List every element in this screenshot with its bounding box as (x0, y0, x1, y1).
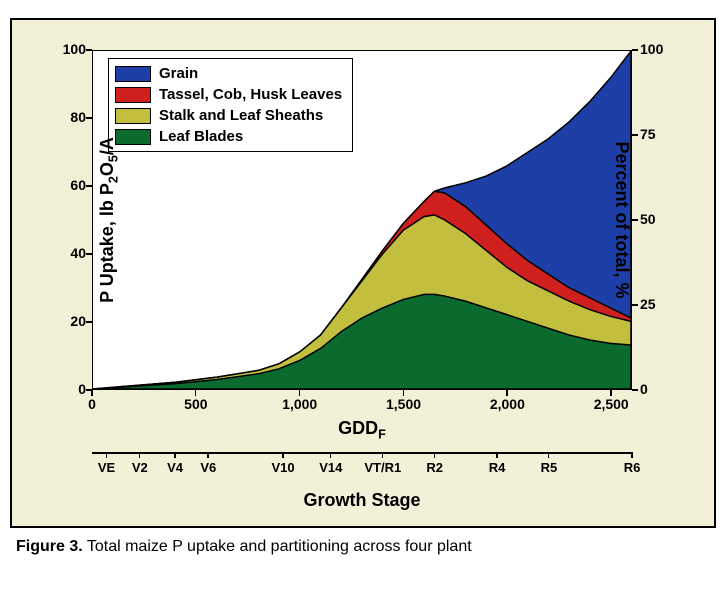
x-tick-mark (195, 390, 197, 396)
legend-item: Grain (115, 63, 342, 84)
growth-stage-tick-mark (106, 452, 108, 458)
y2-tick-label: 50 (640, 211, 700, 227)
caption-text: Total maize P uptake and partitioning ac… (87, 538, 472, 555)
legend-label: Grain (159, 63, 198, 84)
x-tick-label: 2,500 (581, 396, 641, 412)
y2-tick-mark (632, 304, 638, 306)
caption-lead: Figure 3. (16, 538, 83, 555)
growth-stage-tick-mark (174, 452, 176, 458)
growth-stage-tick-mark (382, 452, 384, 458)
growth-stage-tick-label: R6 (602, 460, 662, 475)
y2-tick-label: 75 (640, 126, 700, 142)
y2-tick-mark (632, 389, 638, 391)
x-tick-mark (610, 390, 612, 396)
y-tick-mark (86, 185, 92, 187)
y-tick-label: 80 (26, 109, 86, 125)
growth-stage-tick-mark (548, 452, 550, 458)
growth-stage-axis-line (92, 452, 632, 454)
legend-label: Tassel, Cob, Husk Leaves (159, 84, 342, 105)
y-tick-mark (86, 321, 92, 323)
x-axis-label: GDDF (92, 418, 632, 442)
figure-caption: Figure 3. Total maize P uptake and parti… (10, 538, 718, 556)
x-tick-label: 1,000 (270, 396, 330, 412)
y-tick-label: 40 (26, 245, 86, 261)
growth-stage-tick-mark (139, 452, 141, 458)
y-tick-label: 100 (26, 41, 86, 57)
legend-label: Stalk and Leaf Sheaths (159, 105, 323, 126)
y-tick-label: 60 (26, 177, 86, 193)
growth-stage-tick-mark (434, 452, 436, 458)
growth-stage-tick-label: V6 (178, 460, 238, 475)
chart-panel: GrainTassel, Cob, Husk LeavesStalk and L… (10, 18, 716, 528)
y2-tick-label: 100 (640, 41, 700, 57)
legend-swatch (115, 108, 151, 124)
y-axis-label: P Uptake, lb P2O5/A (97, 137, 121, 303)
growth-stage-label: Growth Stage (92, 490, 632, 511)
y2-axis-label: Percent of total, % (611, 141, 632, 298)
y2-tick-label: 25 (640, 296, 700, 312)
x-tick-label: 500 (166, 396, 226, 412)
y-tick-mark (86, 253, 92, 255)
y2-tick-mark (632, 49, 638, 51)
x-tick-mark (403, 390, 405, 396)
x-tick-label: 1,500 (374, 396, 434, 412)
y2-tick-label: 0 (640, 381, 700, 397)
legend: GrainTassel, Cob, Husk LeavesStalk and L… (108, 58, 353, 152)
x-tick-mark (91, 390, 93, 396)
x-tick-mark (506, 390, 508, 396)
y-tick-label: 0 (26, 381, 86, 397)
legend-swatch (115, 66, 151, 82)
y2-tick-mark (632, 219, 638, 221)
legend-swatch (115, 87, 151, 103)
legend-item: Tassel, Cob, Husk Leaves (115, 84, 342, 105)
y-tick-mark (86, 49, 92, 51)
figure-container: GrainTassel, Cob, Husk LeavesStalk and L… (0, 0, 728, 592)
y2-tick-mark (632, 134, 638, 136)
legend-item: Leaf Blades (115, 126, 342, 147)
growth-stage-tick-mark (496, 452, 498, 458)
y-tick-label: 20 (26, 313, 86, 329)
growth-stage-tick-label: R2 (405, 460, 465, 475)
growth-stage-tick-mark (207, 452, 209, 458)
growth-stage-tick-mark (631, 452, 633, 458)
growth-stage-tick-label: R5 (519, 460, 579, 475)
growth-stage-tick-mark (330, 452, 332, 458)
legend-item: Stalk and Leaf Sheaths (115, 105, 342, 126)
y-tick-mark (86, 117, 92, 119)
growth-stage-tick-mark (282, 452, 284, 458)
x-tick-mark (299, 390, 301, 396)
legend-label: Leaf Blades (159, 126, 243, 147)
x-tick-label: 0 (62, 396, 122, 412)
x-tick-label: 2,000 (477, 396, 537, 412)
